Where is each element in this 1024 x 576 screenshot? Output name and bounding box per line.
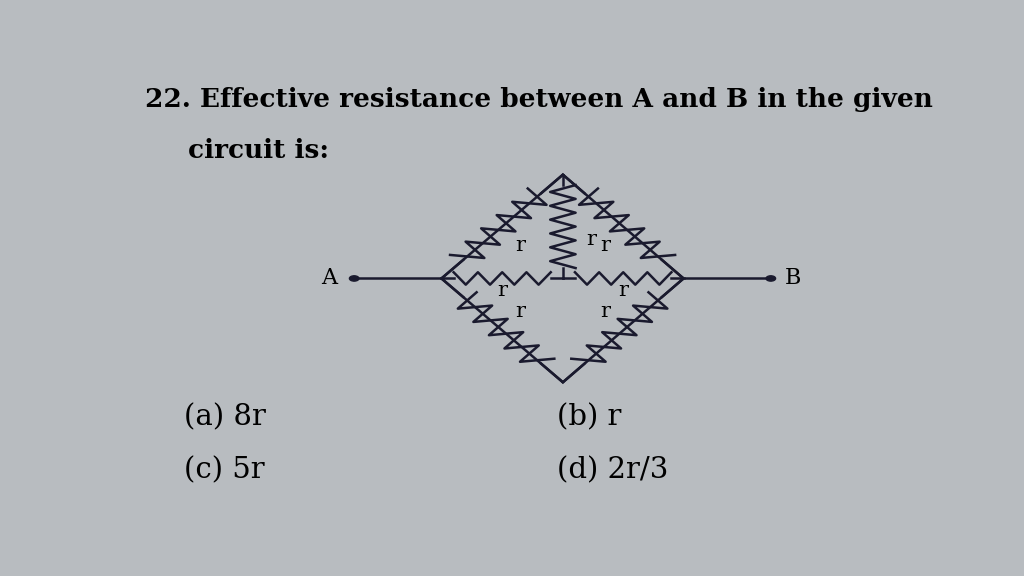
Circle shape [349,276,359,281]
Text: 22. Effective resistance between A and B in the given: 22. Effective resistance between A and B… [145,87,933,112]
Text: circuit is:: circuit is: [187,138,329,163]
Text: r: r [600,236,610,255]
Text: r: r [587,229,596,248]
Text: r: r [515,302,525,321]
Text: (a) 8r: (a) 8r [183,403,265,431]
Text: (d) 2r/3: (d) 2r/3 [557,457,668,484]
Text: r: r [600,302,610,321]
Text: r: r [515,236,525,255]
Text: r: r [498,282,507,300]
Text: A: A [321,267,337,290]
Text: (c) 5r: (c) 5r [183,457,264,484]
Text: B: B [785,267,802,290]
Circle shape [766,276,775,281]
Text: (b) r: (b) r [557,403,621,431]
Text: r: r [618,282,628,300]
